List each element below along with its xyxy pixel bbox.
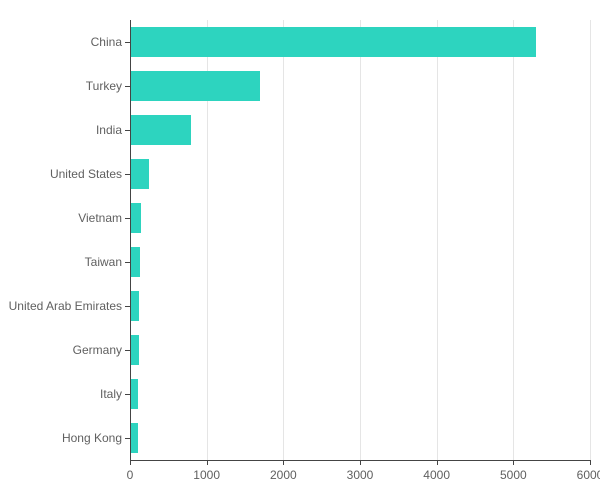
gridline: [283, 20, 284, 460]
bar: [130, 423, 138, 453]
x-axis-label: 0: [127, 468, 134, 482]
horizontal-bar-chart: 0 1000 2000 3000 4000 5000 6000 China Turkey Indi…: [0, 0, 600, 500]
plot-area: [130, 20, 590, 460]
x-axis-label: 4000: [423, 468, 450, 482]
gridline: [513, 20, 514, 460]
y-axis-label: Taiwan: [85, 255, 122, 269]
bar: [130, 203, 141, 233]
y-axis-label: United Arab Emirates: [9, 299, 122, 313]
bar: [130, 291, 139, 321]
bar: [130, 115, 191, 145]
gridline: [360, 20, 361, 460]
y-axis-label: Germany: [73, 343, 122, 357]
bar: [130, 335, 139, 365]
bar: [130, 159, 149, 189]
gridline: [590, 20, 591, 460]
bar: [130, 71, 260, 101]
y-axis-label: China: [91, 35, 122, 49]
y-axis-label: Turkey: [86, 79, 122, 93]
bar: [130, 379, 138, 409]
y-axis-label: Hong Kong: [62, 431, 122, 445]
x-axis-label: 1000: [193, 468, 220, 482]
x-axis-label: 5000: [500, 468, 527, 482]
x-axis-label: 2000: [270, 468, 297, 482]
x-tick: [590, 460, 591, 465]
y-axis-label: Italy: [100, 387, 122, 401]
y-axis: [130, 20, 131, 460]
y-axis-label: Vietnam: [78, 211, 122, 225]
x-axis-label: 6000: [577, 468, 600, 482]
y-axis-label: United States: [50, 167, 122, 181]
y-axis-label: India: [96, 123, 122, 137]
bar: [130, 27, 536, 57]
bar: [130, 247, 140, 277]
x-axis: [130, 460, 590, 461]
x-axis-label: 3000: [347, 468, 374, 482]
gridline: [437, 20, 438, 460]
